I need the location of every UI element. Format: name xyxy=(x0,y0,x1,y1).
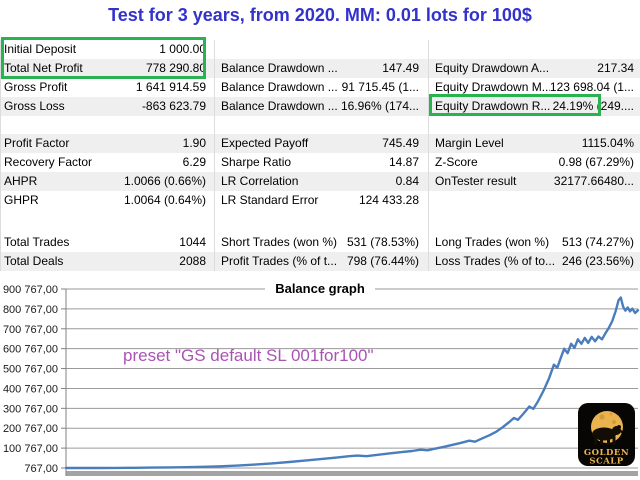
stat-label: Expected Payoff xyxy=(221,136,309,150)
stat-value: 778 290.80 xyxy=(145,61,206,75)
column-divider xyxy=(214,40,215,271)
column-divider xyxy=(0,40,1,271)
stat-value: 1115.04% xyxy=(581,136,634,150)
stat-value: 1.90 xyxy=(182,136,206,150)
stats-block-results: Initial Deposit 1 000.00 Total Net Profit… xyxy=(0,40,640,116)
x-axis-baseline xyxy=(66,471,638,476)
stat-label: Equity Drawdown M... xyxy=(435,80,550,94)
stats-block-ratios: Profit Factor 1.90 Expected Payoff 745.49 … xyxy=(0,134,640,210)
stat-label: Total Deals xyxy=(4,254,64,268)
stat-value: 246 (23.56%) xyxy=(561,254,634,268)
table-row: Initial Deposit 1 000.00 xyxy=(0,40,640,59)
stat-label: Long Trades (won %) xyxy=(435,235,550,249)
stat-value: 147.49 xyxy=(382,61,419,75)
stat-value: 798 (76.44%) xyxy=(346,254,419,268)
stat-value: 1.0064 (0.64%) xyxy=(123,193,206,207)
y-axis-label: 200 767,00 xyxy=(3,423,58,435)
y-axis-label: 900 767,00 xyxy=(3,284,58,296)
page-title: Test for 3 years, from 2020. MM: 0.01 lo… xyxy=(108,5,532,25)
stat-label xyxy=(435,191,634,210)
y-axis-label: 600 767,00 xyxy=(3,344,58,356)
stat-value: 0.84 xyxy=(395,174,419,188)
y-axis-label: 400 767,00 xyxy=(3,383,58,395)
stat-value: 123 698.04 (1... xyxy=(549,80,634,94)
table-row: Total Net Profit 778 290.80 Balance Drawd… xyxy=(0,59,640,78)
stat-value: 124 433.28 xyxy=(358,193,419,207)
column-divider xyxy=(428,40,429,271)
y-axis-label: 300 767,00 xyxy=(3,403,58,415)
stats-block-trades: Total Trades 1044 Short Trades (won %) 531… xyxy=(0,233,640,271)
stat-label xyxy=(221,40,419,59)
logo-text-scalp: SCALP xyxy=(589,457,623,467)
balance-chart: 900 767,00 800 767,00 700 767,00 600 767,00… xyxy=(3,284,640,476)
stat-label: Total Net Profit xyxy=(4,61,83,75)
logo-text-golden: GOLDEN xyxy=(584,448,629,458)
stat-value: 91 715.45 (1... xyxy=(341,80,419,94)
stat-label: GHPR xyxy=(4,193,39,207)
bear-icon xyxy=(592,425,625,445)
stat-value: 1 000.00 xyxy=(159,42,206,56)
stat-value: 513 (74.27%) xyxy=(561,235,634,249)
stat-label: LR Correlation xyxy=(221,174,299,188)
stat-label: Profit Factor xyxy=(4,136,70,150)
table-row: Total Deals 2088 Profit Trades (% of t...… xyxy=(0,252,640,271)
balance-line xyxy=(64,296,640,470)
stat-label: Equity Drawdown A... xyxy=(435,61,550,75)
stat-value: 32177.66480... xyxy=(553,174,634,188)
stat-label xyxy=(435,40,634,59)
y-axis-label: 800 767,00 xyxy=(3,304,58,316)
stat-value: 14.87 xyxy=(388,155,419,169)
stat-value: 531 (78.53%) xyxy=(346,235,419,249)
stat-label: Sharpe Ratio xyxy=(221,155,292,169)
table-row: GHPR 1.0064 (0.64%) LR Standard Error 124 … xyxy=(0,191,640,210)
stat-label: OnTester result xyxy=(435,174,517,188)
preset-annotation: preset "GS default SL 001for100" xyxy=(123,346,374,365)
table-row: Recovery Factor 6.29 Sharpe Ratio 14.87 Z-… xyxy=(0,153,640,172)
y-axis-label: 500 767,00 xyxy=(3,364,58,376)
stat-label: Loss Trades (% of to... xyxy=(435,254,556,268)
stat-label: Short Trades (won %) xyxy=(221,235,338,249)
stat-value: 1044 xyxy=(179,235,206,249)
stat-label: Balance Drawdown ... xyxy=(221,99,338,113)
stat-label: Gross Profit xyxy=(4,80,68,94)
table-row: AHPR 1.0066 (0.66%) LR Correlation 0.84 On… xyxy=(0,172,640,191)
table-row: Total Trades 1044 Short Trades (won %) 531… xyxy=(0,233,640,252)
table-row: Profit Factor 1.90 Expected Payoff 745.49 … xyxy=(0,134,640,153)
stat-label: Total Trades xyxy=(4,235,70,249)
stat-label: Balance Drawdown ... xyxy=(221,80,338,94)
stat-value: 24.19% (249.... xyxy=(552,99,634,113)
balance-chart-area: 900 767,00 800 767,00 700 767,00 600 767,00… xyxy=(0,277,640,480)
y-axis-label: 700 767,00 xyxy=(3,324,58,336)
stat-value: 16.96% (174... xyxy=(340,99,419,113)
y-axis-label: 100 767,00 xyxy=(3,443,58,455)
stat-label: LR Standard Error xyxy=(221,193,319,207)
stat-value: 1.0066 (0.66%) xyxy=(123,174,206,188)
stat-value: 2088 xyxy=(179,254,206,268)
table-row: Gross Loss -863 623.79 Balance Drawdown .… xyxy=(0,97,640,116)
stat-label: Gross Loss xyxy=(4,99,65,113)
stat-value: 745.49 xyxy=(382,136,419,150)
stat-label: Margin Level xyxy=(435,136,504,150)
stat-label: Recovery Factor xyxy=(4,155,93,169)
stat-value: 0.98 (67.29%) xyxy=(558,155,634,169)
stat-label: AHPR xyxy=(4,174,38,188)
stat-value: 6.29 xyxy=(182,155,206,169)
stat-value: 217.34 xyxy=(597,61,634,75)
stat-label: Z-Score xyxy=(435,155,478,169)
stat-label: Profit Trades (% of t... xyxy=(221,254,338,268)
table-row: Gross Profit 1 641 914.59 Balance Drawdow… xyxy=(0,78,640,97)
stat-value: 1 641 914.59 xyxy=(135,80,206,94)
stat-label: Balance Drawdown ... xyxy=(221,61,338,75)
stat-label: Equity Drawdown R... xyxy=(435,99,551,113)
golden-scalp-logo: GOLDEN SCALP xyxy=(578,403,635,467)
stat-label: Initial Deposit xyxy=(4,42,77,56)
stat-value: -863 623.79 xyxy=(141,99,206,113)
y-axis-label: 767,00 xyxy=(24,463,58,475)
